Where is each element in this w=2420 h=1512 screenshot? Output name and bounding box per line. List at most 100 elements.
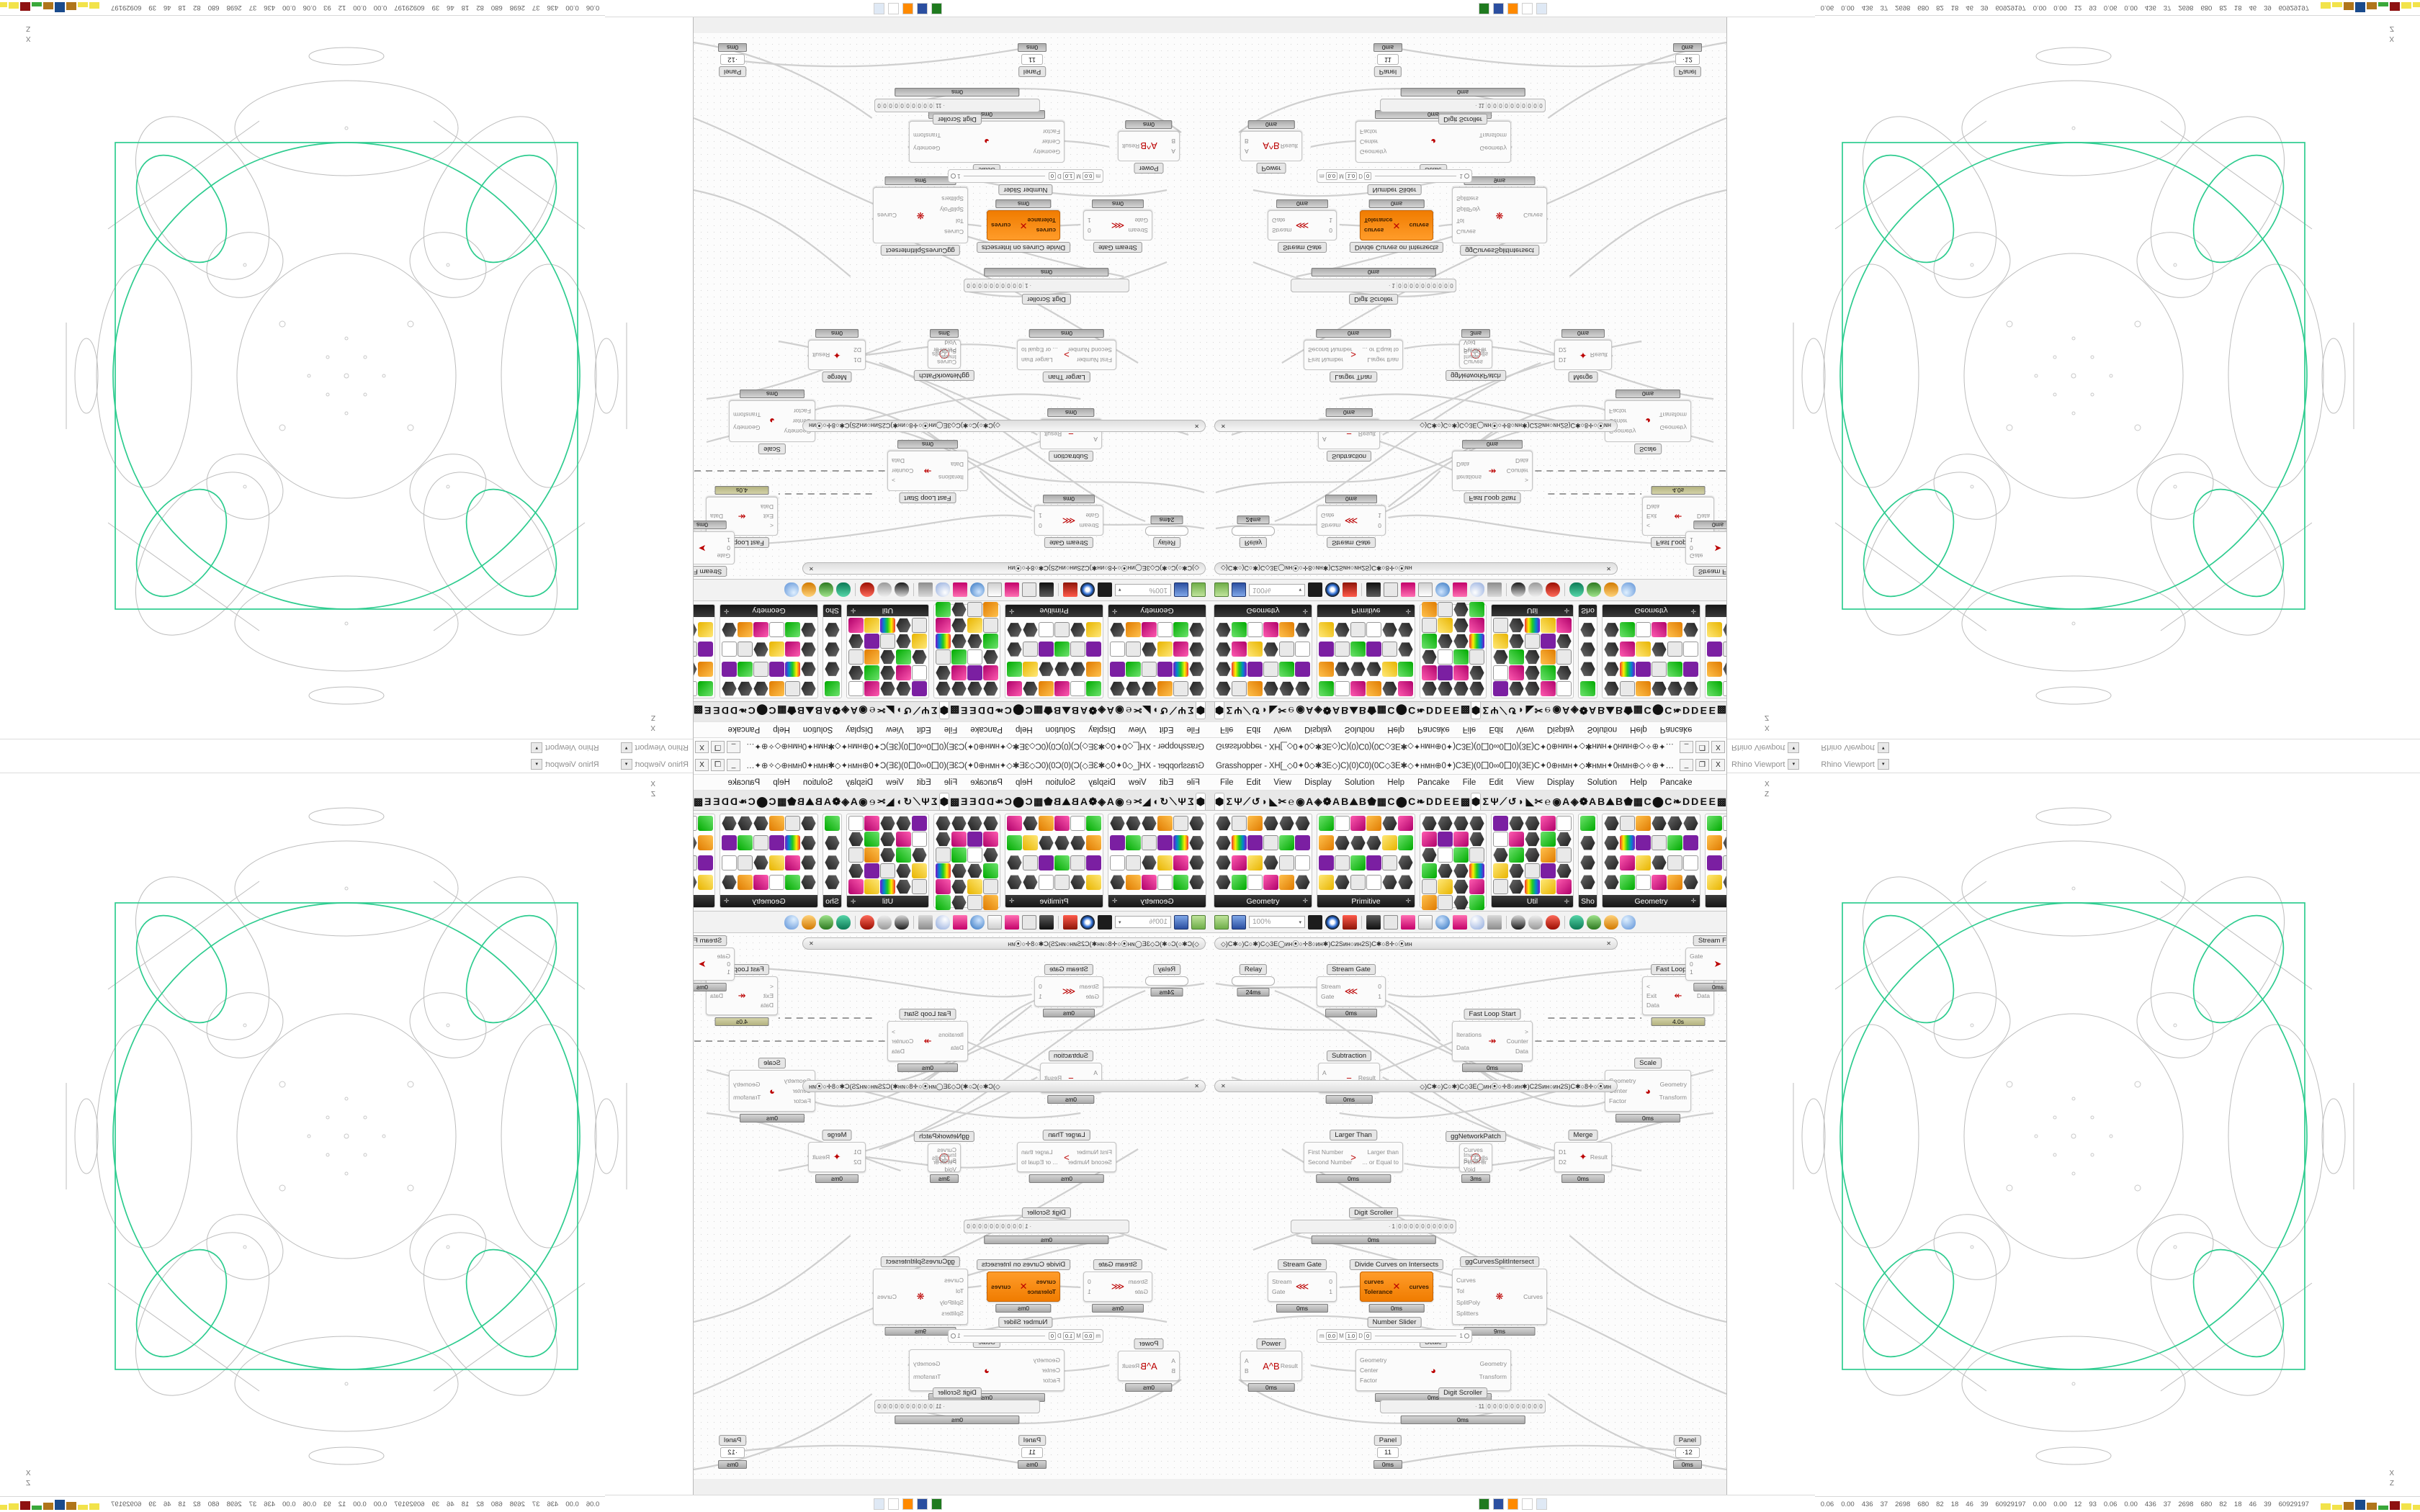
tab-c1[interactable]: C <box>768 705 776 716</box>
component-icon[interactable] <box>1232 835 1247 851</box>
scroller-digit[interactable]: 0 <box>989 282 995 289</box>
component-icon[interactable] <box>1054 622 1070 638</box>
output-port[interactable]: Data <box>892 457 905 465</box>
component-icon[interactable] <box>1232 874 1247 890</box>
menu-item-edit[interactable]: Edit <box>1246 778 1261 787</box>
node-caption[interactable]: Panel <box>718 66 747 77</box>
panel-value[interactable]: ·12 <box>1675 54 1700 65</box>
component-icon[interactable] <box>1263 681 1278 696</box>
component-icon[interactable] <box>1054 816 1070 831</box>
component-icon[interactable] <box>864 634 879 649</box>
tab-b5[interactable]: ▦ <box>777 705 787 717</box>
menu-item-file[interactable]: File <box>1462 725 1476 734</box>
scroller-digit[interactable]: 0 <box>966 282 972 289</box>
component-icon[interactable] <box>967 847 982 863</box>
open-file-icon[interactable] <box>1191 914 1206 930</box>
scroller-digit[interactable]: 0 <box>977 1223 983 1230</box>
input-port[interactable]: Geometry <box>1033 148 1060 156</box>
tab-sets[interactable]: Ψ <box>1178 705 1186 716</box>
scroller-digit[interactable]: 0 <box>1443 282 1448 289</box>
minimize-button[interactable]: _ <box>727 759 740 771</box>
tab-b2[interactable]: ⛰ <box>1605 795 1615 807</box>
component-icon[interactable] <box>1493 618 1508 633</box>
tab-b1[interactable]: B <box>815 705 823 716</box>
component-icon[interactable] <box>698 661 713 677</box>
menu-item-solution[interactable]: Solution <box>1344 778 1375 787</box>
firefox-icon[interactable] <box>902 2 913 14</box>
component-icon[interactable] <box>1469 895 1484 910</box>
node-caption[interactable]: Subtraction <box>1048 451 1094 462</box>
input-port[interactable]: curves <box>1036 1278 1056 1286</box>
component-icon[interactable] <box>722 835 737 851</box>
component-icon[interactable] <box>1007 681 1022 696</box>
tab-b5[interactable]: ▦ <box>1376 795 1386 807</box>
component-icon[interactable] <box>1335 662 1350 677</box>
component-icon[interactable] <box>1438 681 1453 696</box>
component-icon[interactable] <box>864 618 879 633</box>
tab-surface[interactable]: ◗ <box>1152 705 1159 716</box>
tab-display[interactable]: ◉ <box>859 705 868 717</box>
component-icon[interactable] <box>1580 662 1595 677</box>
component-icon[interactable] <box>1604 875 1619 889</box>
tab-a4[interactable]: A <box>823 705 831 716</box>
component-icon[interactable] <box>1652 681 1667 696</box>
input-port[interactable]: D1 <box>853 1148 861 1156</box>
input-port[interactable]: Data <box>1646 1002 1659 1009</box>
output-port[interactable]: Data <box>1515 457 1528 465</box>
output-port[interactable]: Data <box>1697 992 1710 999</box>
canvas-scroll-strip[interactable]: ◇)C✱○)C○✱)C◇3E◯ин⦿○✛8○ин✱)C2Sин○ин2S)C✱○… <box>802 562 1206 575</box>
tab-c1[interactable]: C <box>1644 705 1652 716</box>
menu-item-solution[interactable]: Solution <box>802 725 833 734</box>
component-icon[interactable] <box>1580 836 1595 850</box>
component-icon[interactable] <box>1652 855 1667 870</box>
component-icon[interactable] <box>1232 622 1247 638</box>
scroller-digit[interactable]: 0 <box>989 1223 995 1230</box>
tab-sets[interactable]: Ψ <box>1178 796 1186 807</box>
component-icon[interactable] <box>1398 855 1413 870</box>
tab-c3[interactable]: C <box>1664 796 1672 807</box>
output-port[interactable]: Result <box>812 351 830 359</box>
remote-icon[interactable] <box>802 582 816 598</box>
tab-b1[interactable]: B <box>1071 705 1079 716</box>
input-port[interactable]: Factor <box>1042 1377 1060 1384</box>
canvas-scroll-strip-2[interactable]: ✕ ◇)C✱○)C○✱)C◇3E◯ин⦿○✛8○ин✱)C2Sин○ин2S)C… <box>802 420 1206 432</box>
tab-mesh[interactable]: ◣ <box>1142 705 1151 717</box>
component-icon[interactable] <box>1126 622 1141 638</box>
input-port[interactable]: Stream <box>1079 521 1099 529</box>
component-icon[interactable] <box>1295 661 1310 677</box>
component-icon[interactable] <box>1620 816 1635 831</box>
component-icon[interactable] <box>1525 816 1540 831</box>
tab-c1[interactable]: C <box>1387 796 1395 807</box>
cluster-icon[interactable] <box>1039 914 1054 930</box>
input-port[interactable]: A <box>1245 147 1249 155</box>
component-icon[interactable] <box>1453 618 1469 633</box>
input-port[interactable]: Iterations <box>1456 1030 1482 1038</box>
component-icon[interactable] <box>1126 681 1141 696</box>
remote-icon[interactable] <box>802 914 816 930</box>
tab-b5[interactable]: ▦ <box>1376 705 1386 717</box>
node-caption[interactable]: Merge <box>822 372 852 382</box>
tab-b2[interactable]: ⛰ <box>805 705 815 717</box>
component-icon[interactable] <box>936 895 951 910</box>
component-icon[interactable] <box>1070 642 1085 657</box>
component-icon[interactable] <box>912 863 927 878</box>
scroller-digit[interactable]: 0 <box>1486 1403 1492 1410</box>
component-icon[interactable] <box>1453 847 1469 863</box>
component-icon[interactable] <box>694 835 697 850</box>
menu-item-help[interactable]: Help <box>1630 778 1647 787</box>
minimize-button[interactable]: _ <box>727 741 740 753</box>
component-icon[interactable] <box>1126 874 1141 890</box>
component-icon[interactable] <box>753 681 768 696</box>
component-icon[interactable] <box>1247 642 1263 657</box>
